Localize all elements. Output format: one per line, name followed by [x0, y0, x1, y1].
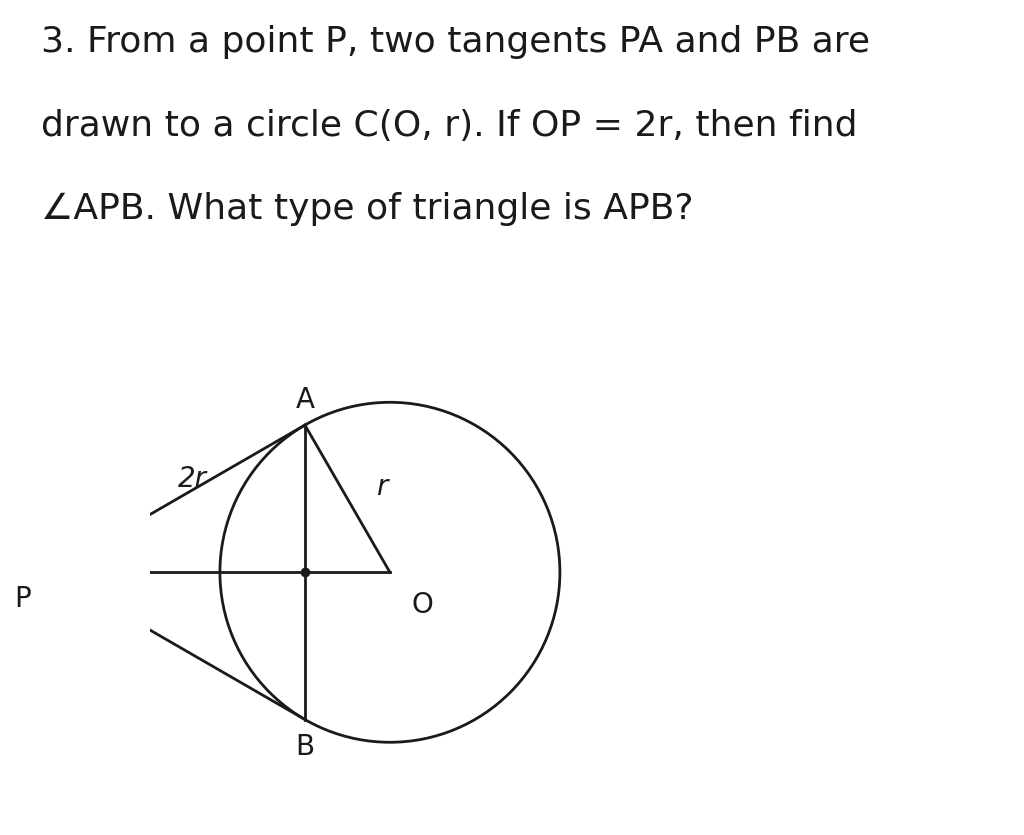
Text: P: P [14, 585, 32, 614]
Text: ∠APB. What type of triangle is APB?: ∠APB. What type of triangle is APB? [41, 192, 693, 226]
Text: drawn to a circle C(O, r). If OP = 2r, then find: drawn to a circle C(O, r). If OP = 2r, t… [41, 109, 857, 143]
Text: r: r [377, 473, 388, 501]
Text: NEXT: NEXT [971, 468, 1011, 483]
Text: 3. From a point P, two tangents PA and PB are: 3. From a point P, two tangents PA and P… [41, 25, 870, 59]
Text: O: O [412, 590, 433, 619]
Text: B: B [295, 732, 314, 761]
Text: A: A [295, 387, 314, 414]
Text: 2r: 2r [178, 465, 208, 493]
Text: >: > [979, 406, 1002, 434]
